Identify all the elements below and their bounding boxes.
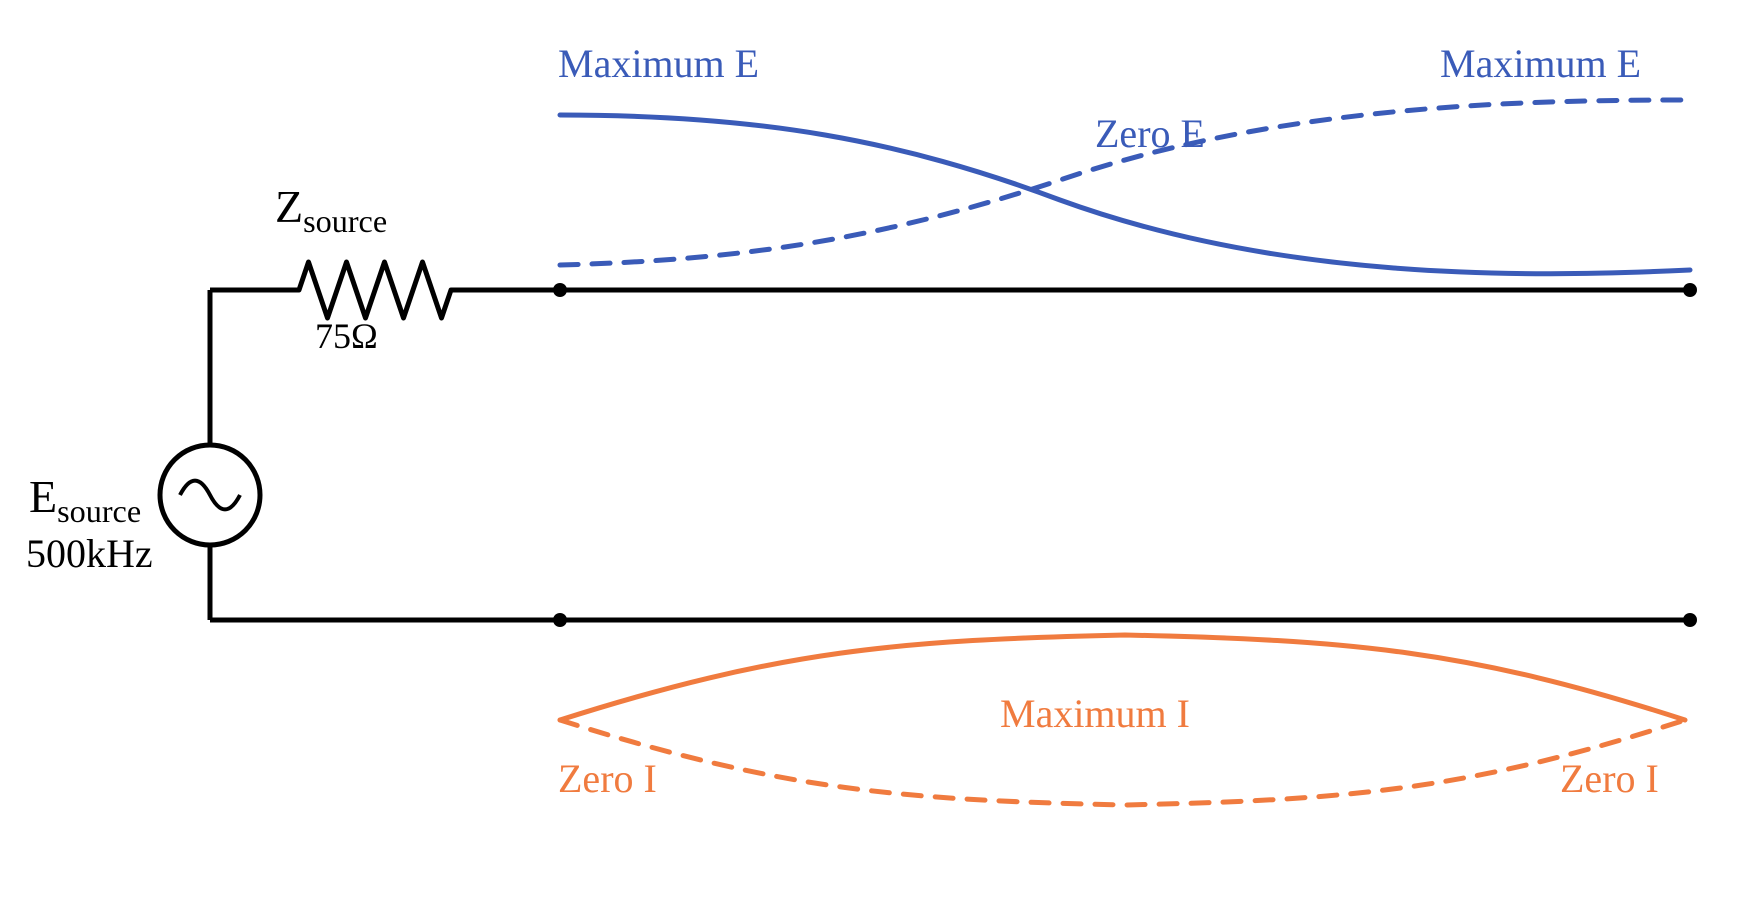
node-dot-3 bbox=[1683, 613, 1697, 627]
node-dot-0 bbox=[553, 283, 567, 297]
node-dot-2 bbox=[553, 613, 567, 627]
zero-i-right-label: Zero I bbox=[1560, 755, 1659, 802]
zero-i-left-label: Zero I bbox=[558, 755, 657, 802]
max-i-label: Maximum I bbox=[1000, 690, 1190, 737]
ac-sine-icon bbox=[180, 481, 240, 510]
z-value-label: 75Ω bbox=[315, 315, 378, 357]
frequency-label: 500kHz bbox=[26, 530, 153, 577]
max-e-left-label: Maximum E bbox=[558, 40, 759, 87]
z-source-label: Zsource bbox=[275, 180, 387, 240]
node-dot-1 bbox=[1683, 283, 1697, 297]
e-source-label: Esource bbox=[29, 470, 141, 530]
max-e-right-label: Maximum E bbox=[1440, 40, 1641, 87]
zero-e-label: Zero E bbox=[1095, 110, 1205, 157]
circuit-diagram bbox=[0, 0, 1753, 909]
resistor-symbol bbox=[280, 262, 470, 318]
